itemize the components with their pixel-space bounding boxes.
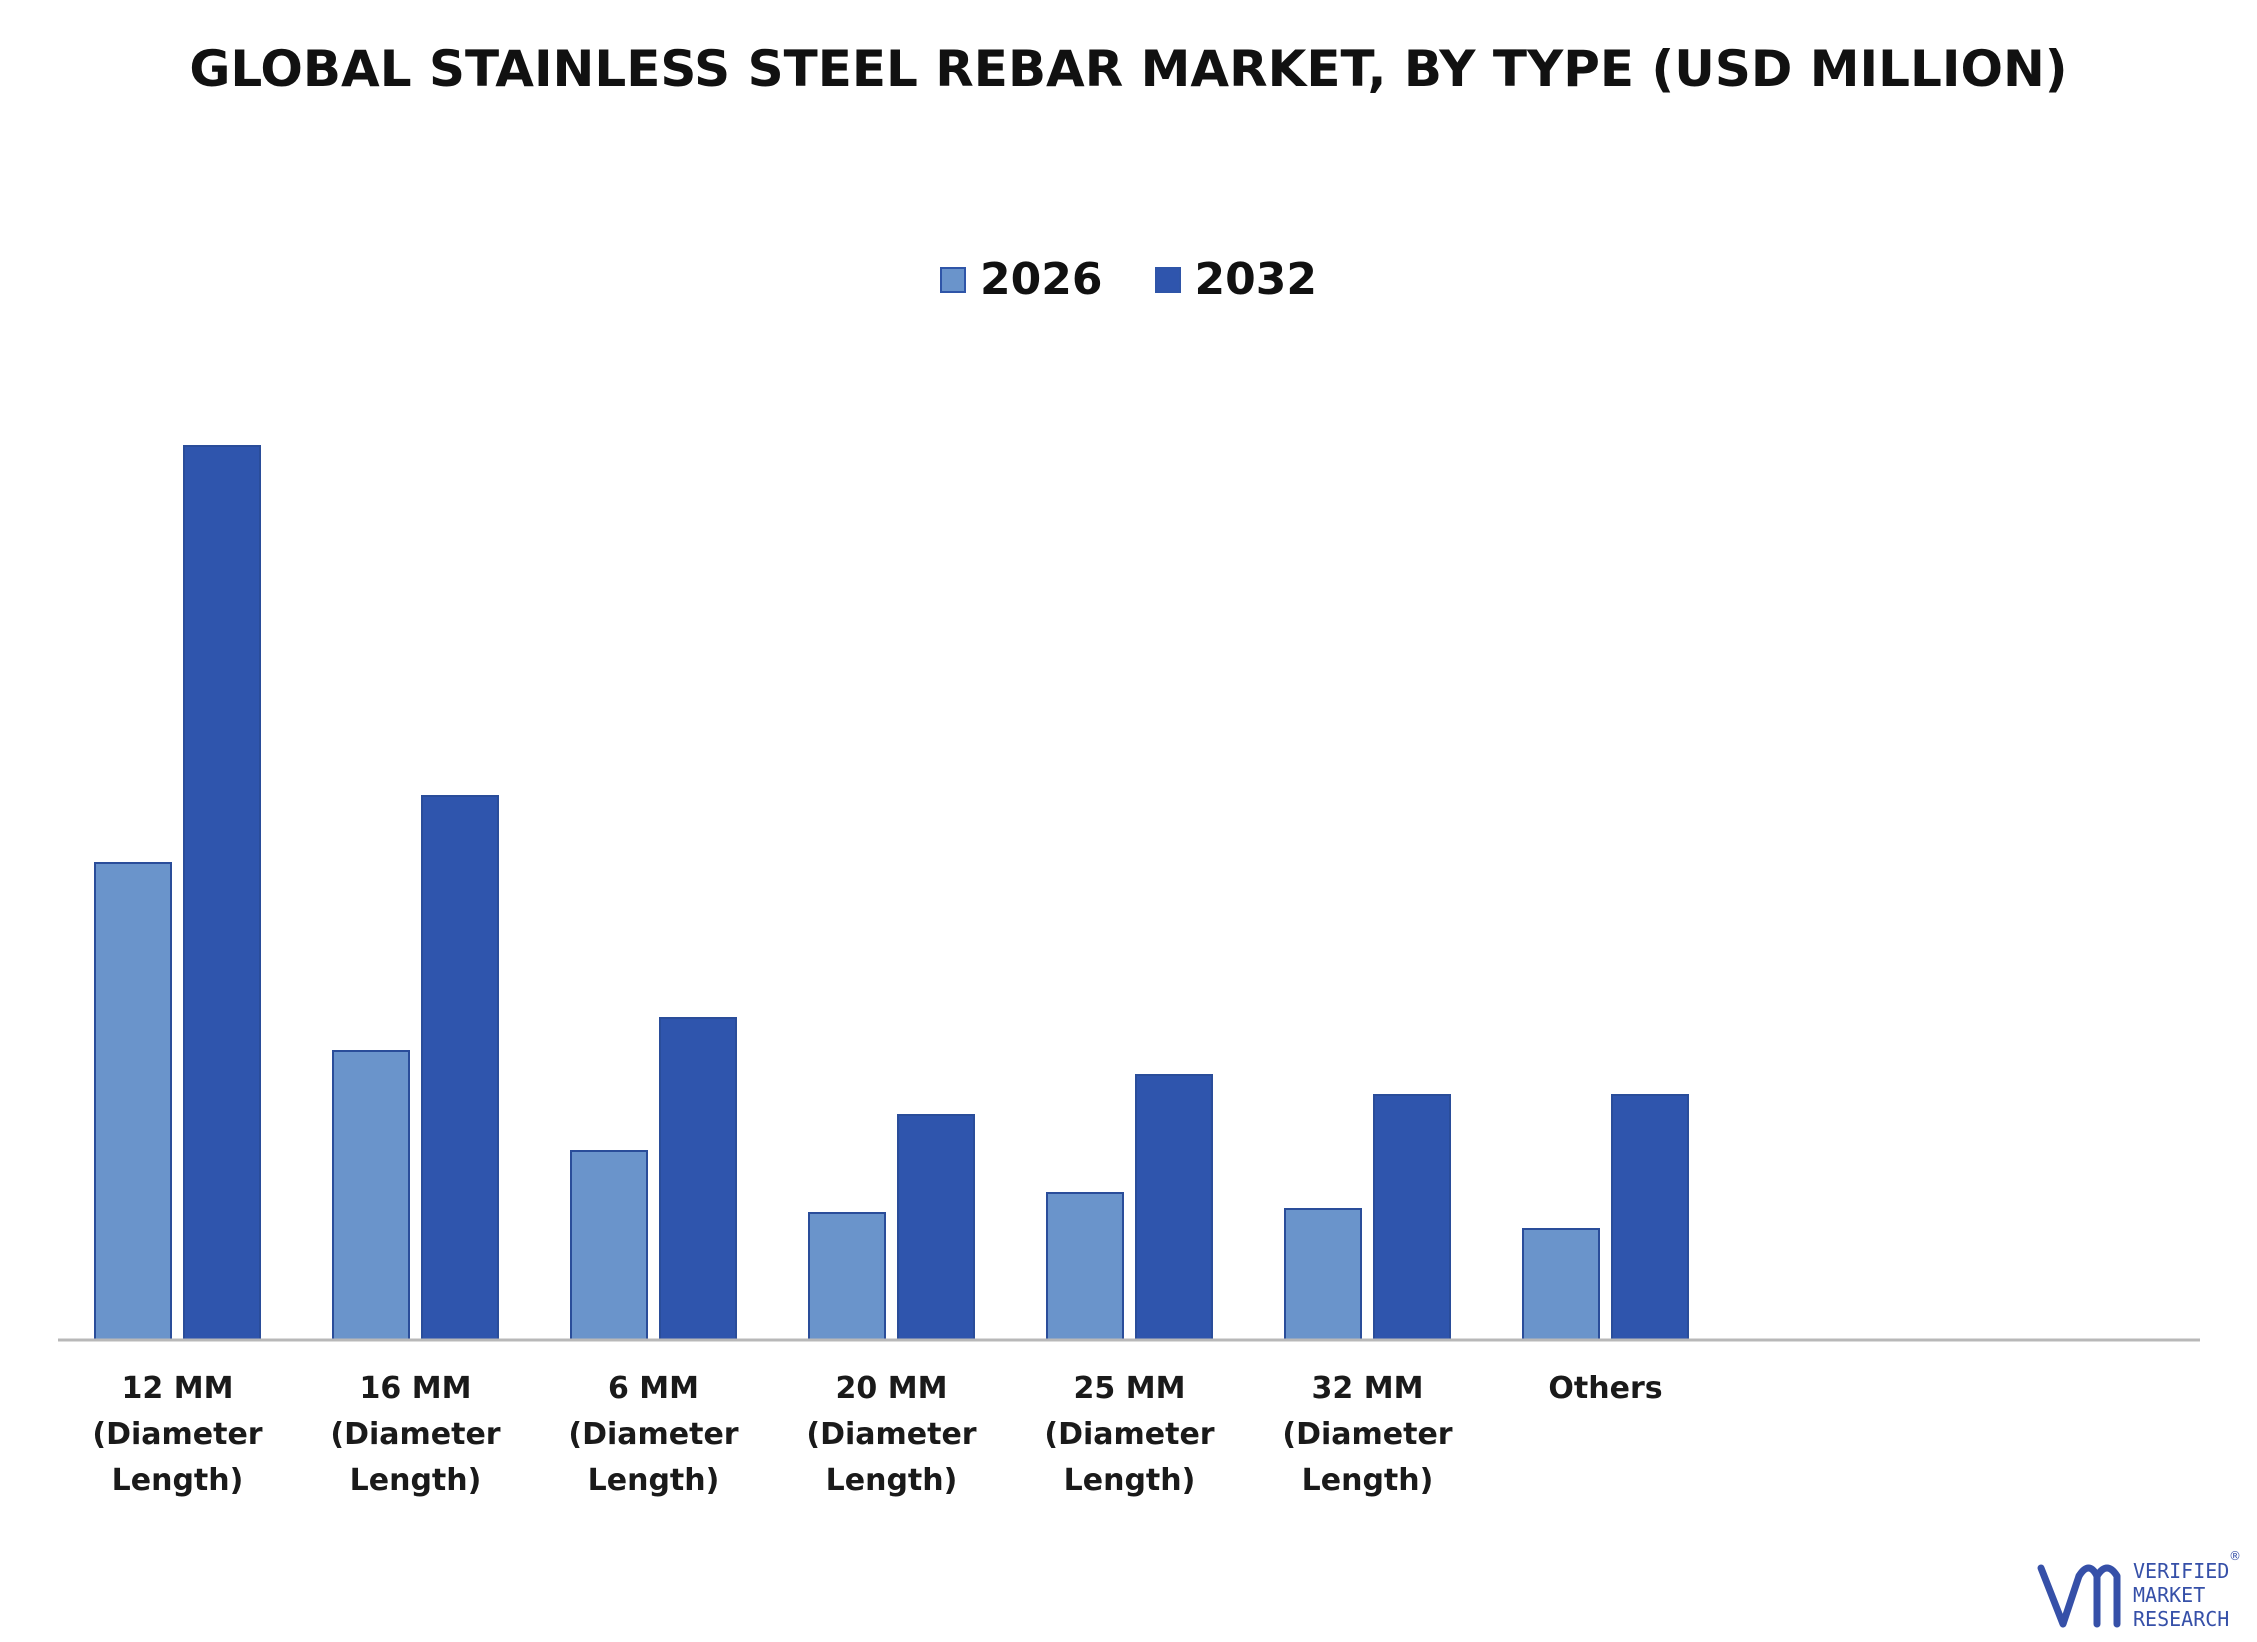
bar-2026-3[interactable] xyxy=(808,1212,886,1341)
category-labels: 12 MM (Diameter Length) 16 MM (Diameter Lengt… xyxy=(92,1371,1662,1498)
legend-swatch-2026 xyxy=(940,266,967,293)
brand-line-2: MARKET xyxy=(2133,1583,2205,1607)
verified-market-research-logo: VERIFIED MARKET RESEARCH ® xyxy=(2037,1549,2241,1631)
category-label-4: 25 MM (Diameter Length) xyxy=(1044,1371,1214,1498)
bar-2026-1[interactable] xyxy=(332,1050,410,1341)
chart-title: GLOBAL STAINLESS STEEL REBAR MARKET, BY … xyxy=(189,40,2068,98)
category-label-0: 12 MM (Diameter Length) xyxy=(92,1371,262,1498)
brand-registered-mark: ® xyxy=(2229,1549,2241,1563)
brand-line-3: RESEARCH xyxy=(2133,1607,2229,1631)
category-label-6: Others xyxy=(1548,1371,1662,1406)
category-label-1: 16 MM (Diameter Length) xyxy=(330,1371,500,1498)
legend-item-2032[interactable]: 2032 xyxy=(1154,254,1317,305)
legend-item-2026[interactable]: 2026 xyxy=(940,254,1103,305)
bar-2026-2[interactable] xyxy=(570,1150,648,1341)
vmr-logo-icon xyxy=(2037,1564,2121,1628)
bar-2026-4[interactable] xyxy=(1046,1192,1124,1341)
bar-2026-0[interactable] xyxy=(94,862,172,1341)
brand-line-1: VERIFIED xyxy=(2133,1559,2229,1583)
bar-2032-5[interactable] xyxy=(1373,1094,1451,1341)
bar-2026-6[interactable] xyxy=(1522,1228,1600,1341)
category-label-2: 6 MM (Diameter Length) xyxy=(568,1371,738,1498)
bars-group xyxy=(94,445,1689,1341)
bar-2032-1[interactable] xyxy=(421,795,499,1341)
bar-2032-4[interactable] xyxy=(1135,1074,1213,1341)
bar-2032-6[interactable] xyxy=(1611,1094,1689,1341)
legend: 2026 2032 xyxy=(0,254,2257,305)
bar-2026-5[interactable] xyxy=(1284,1208,1362,1341)
legend-label-2032: 2032 xyxy=(1194,254,1317,305)
bar-2032-3[interactable] xyxy=(897,1114,975,1341)
bar-2032-2[interactable] xyxy=(659,1017,737,1341)
legend-swatch-2032 xyxy=(1154,266,1181,293)
category-label-3: 20 MM (Diameter Length) xyxy=(806,1371,976,1498)
bar-2032-0[interactable] xyxy=(183,445,261,1341)
category-label-5: 32 MM (Diameter Length) xyxy=(1282,1371,1452,1498)
legend-label-2026: 2026 xyxy=(980,254,1103,305)
